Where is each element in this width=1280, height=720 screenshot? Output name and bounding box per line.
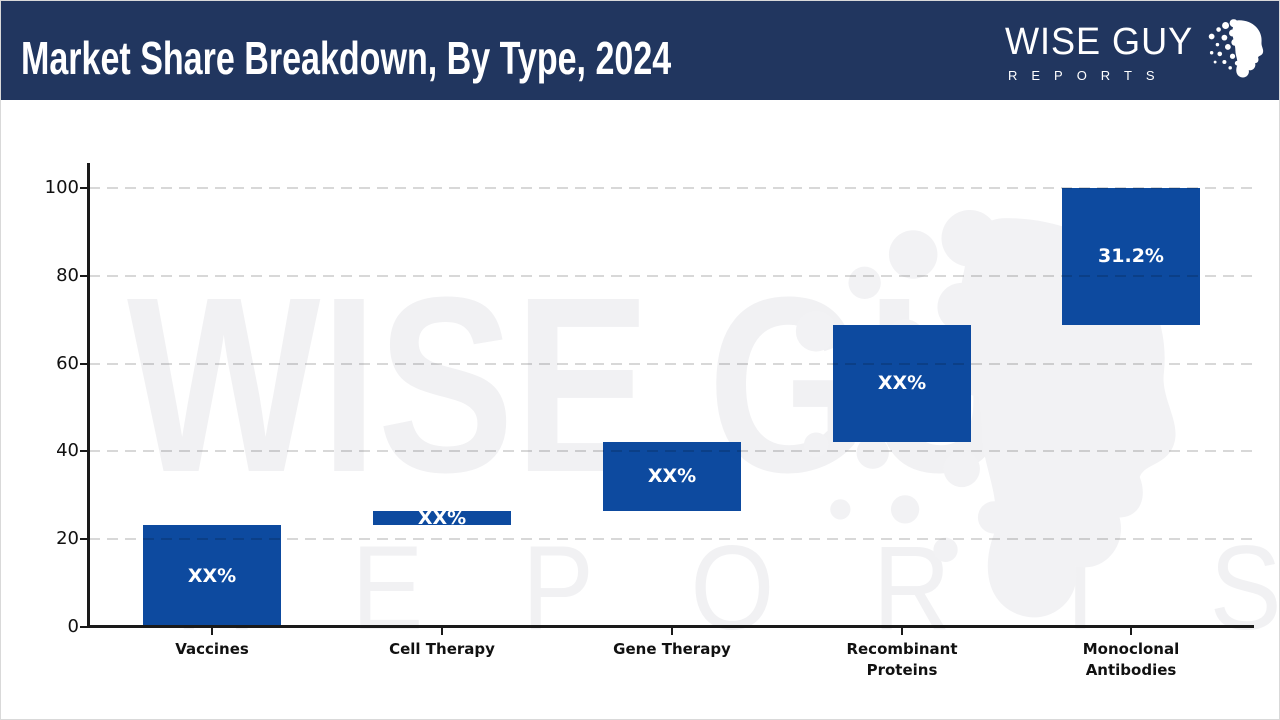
y-tick-label: 0 — [67, 616, 79, 637]
watermark-subtitle: R E P O R T S — [175, 521, 1280, 655]
gridline-80 — [89, 274, 1254, 277]
category-label: Recombinant Proteins — [846, 640, 958, 679]
bar-vaccines — [143, 524, 281, 627]
y-tick-20 — [80, 538, 88, 541]
y-tick-label: 100 — [44, 177, 79, 198]
header: Market Share Breakdown, By Type, 2024 WI… — [1, 1, 1279, 100]
bar-value-label: XX% — [187, 564, 237, 587]
category-label: Vaccines — [175, 640, 249, 658]
y-tick-label: 40 — [56, 440, 79, 462]
chart-area: WISE GUY R E P O R T S XX% XX% XX% XX% 31.2%… — [1, 100, 1279, 719]
x-tick — [671, 628, 673, 635]
logo-text: WISE GUY REPORTS — [1005, 21, 1203, 83]
y-tick-label: 80 — [56, 264, 79, 286]
category-label: Cell Therapy — [389, 640, 495, 658]
y-tick-40 — [80, 450, 88, 453]
page-title: Market Share Breakdown, By Type, 2024 — [21, 32, 672, 84]
x-tick — [901, 628, 903, 635]
gridline-40 — [89, 450, 1254, 453]
x-tick — [441, 628, 443, 635]
bar-gene-therapy — [603, 441, 741, 511]
y-tick-60 — [80, 362, 88, 365]
logo-subtitle: REPORTS — [1007, 68, 1169, 83]
y-axis-line — [87, 163, 90, 628]
x-tick — [1130, 628, 1132, 635]
y-tick-100 — [80, 187, 88, 189]
category-label: Monoclonal Antibodies — [1082, 640, 1180, 679]
y-tick-label: 60 — [56, 352, 79, 374]
gridline-60 — [89, 362, 1254, 365]
bar-value-label: XX% — [647, 465, 697, 488]
bar-value-label: XX% — [417, 506, 467, 529]
gridline-100 — [89, 187, 1254, 189]
category-label: Gene Therapy — [613, 640, 731, 658]
x-axis-line — [87, 625, 1254, 628]
wiseguy-logo: WISE GUY REPORTS — [1005, 7, 1265, 95]
bar-value-label: 31.2% — [1098, 245, 1164, 268]
bar-cell-therapy — [373, 510, 511, 525]
wiseguy-head-icon — [1207, 11, 1265, 91]
logo-wordmark: WISE GUY — [1004, 21, 1194, 63]
bar-value-label: XX% — [877, 372, 927, 395]
y-tick-label: 20 — [56, 528, 79, 550]
gridline-20 — [89, 538, 1254, 541]
y-tick-0 — [80, 626, 88, 628]
y-tick-80 — [80, 274, 88, 277]
x-tick — [211, 628, 213, 635]
